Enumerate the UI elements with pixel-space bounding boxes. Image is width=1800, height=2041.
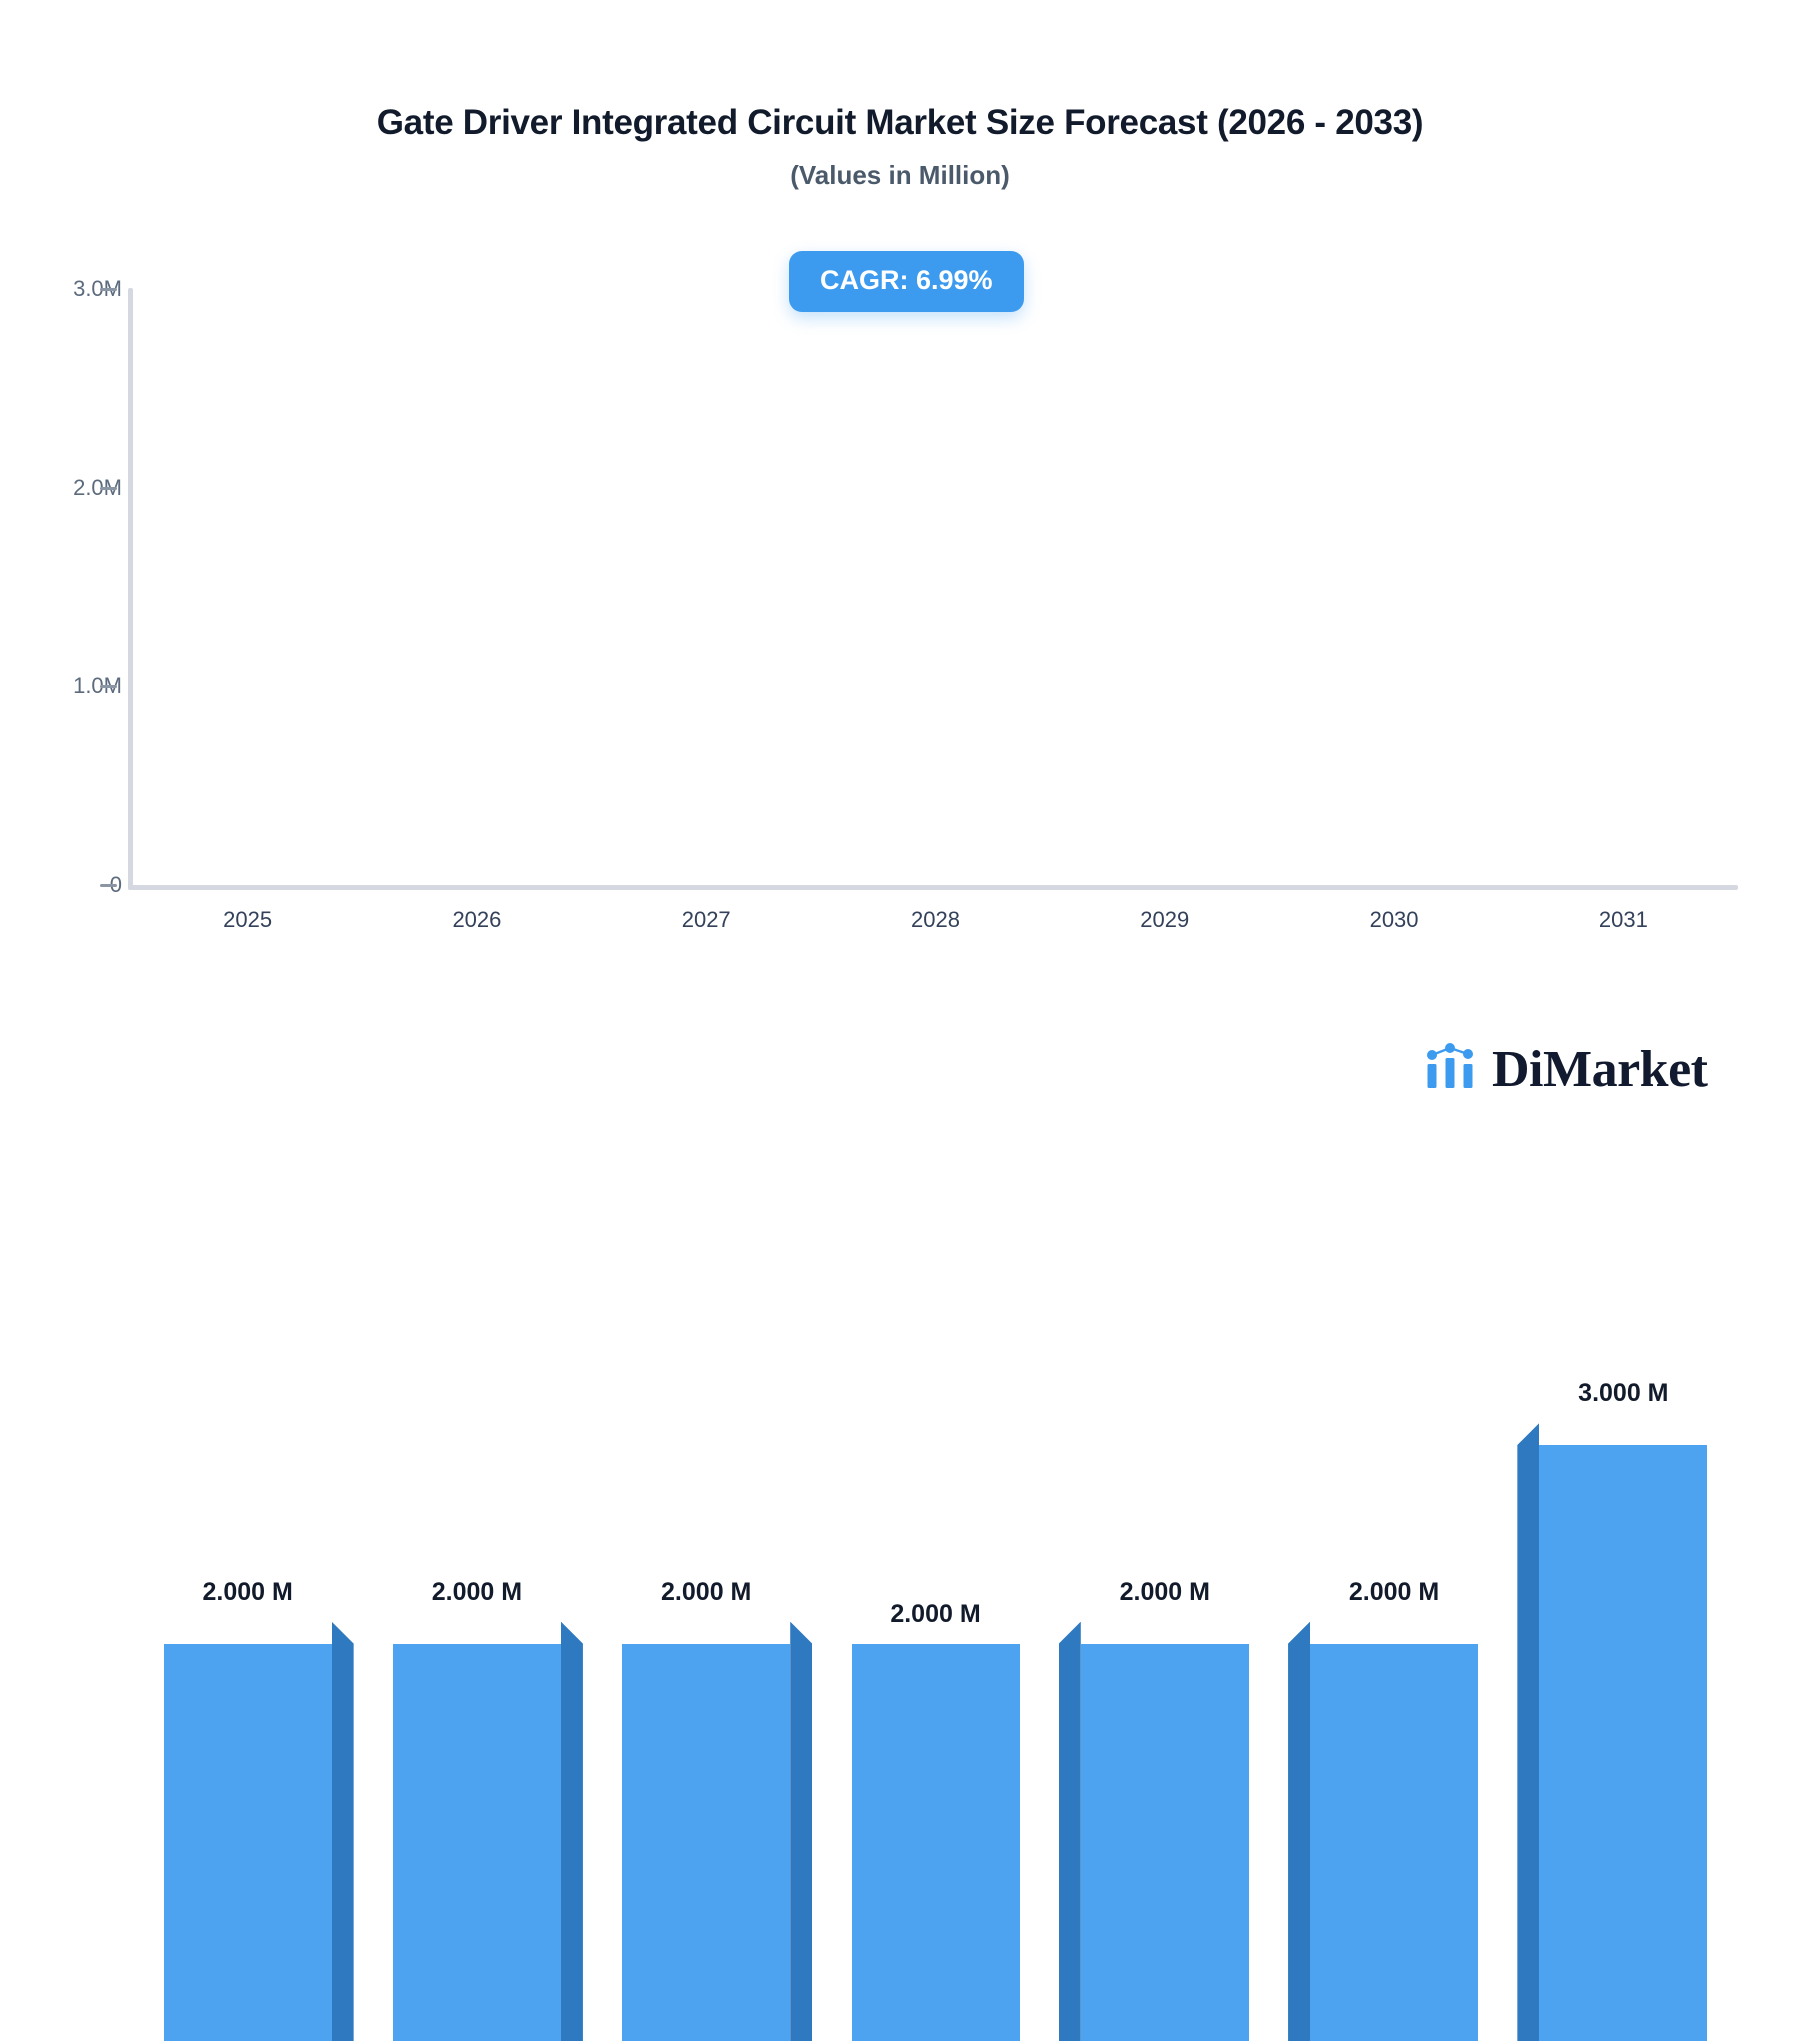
bar-value-label: 2.000 M (202, 1577, 293, 1606)
chart-subtitle: (Values in Million) (790, 159, 1010, 190)
bar-front-face (622, 1643, 791, 2041)
x-axis-tick-label: 2025 (223, 907, 273, 932)
bar-front-face (392, 1643, 561, 2041)
x-axis-line (128, 885, 1738, 890)
bar-side-face (560, 1621, 583, 2041)
chart-header: Gate Driver Integrated Circuit Market Si… (0, 0, 1800, 189)
x-axis-tick-label: 2026 (452, 907, 502, 932)
bar-value-label: 2.000 M (890, 1599, 981, 1628)
logo-text: DiMarket (1492, 1040, 1708, 1098)
bar-chart-icon (1424, 1040, 1478, 1099)
bar-side-face (1058, 1621, 1081, 2041)
x-axis-tick-label: 2031 (1598, 907, 1648, 932)
cagr-badge: CAGR: 6.99% (789, 251, 1024, 312)
bar-side-face (331, 1621, 354, 2041)
page-title: Gate Driver Integrated Circuit Market Si… (376, 103, 1424, 142)
bar-side-face (790, 1621, 813, 2041)
x-axis-tick-label: 2030 (1369, 907, 1419, 932)
y-axis-line (128, 288, 133, 890)
bar-front-face (163, 1643, 332, 2041)
chart-plot-area: 01.0M2.0M3.0M 20252026202720282029203020… (73, 276, 1738, 2041)
bar-value-label: 2.000 M (431, 1577, 523, 1606)
y-axis-tick-mark (100, 685, 117, 689)
bar-front-face (1539, 1445, 1708, 2041)
bar-front-face (1310, 1643, 1479, 2041)
bar-value-label: 2.000 M (1348, 1577, 1440, 1606)
brand-logo: DiMarket (1424, 1040, 1708, 1099)
y-axis-tick-mark (100, 486, 117, 490)
bar-value-label: 2.000 M (661, 1577, 752, 1606)
y-axis-tick-mark (100, 884, 117, 887)
x-axis-tick-label: 2028 (911, 907, 960, 932)
bar-side-face (1517, 1423, 1540, 2041)
x-axis-tick-label: 2029 (1140, 907, 1190, 932)
bar-front-face (1080, 1643, 1249, 2041)
bar-value-label: 3.000 M (1578, 1379, 1669, 1407)
y-axis-tick-mark (100, 288, 117, 291)
bar-front-face (851, 1643, 1020, 2041)
bar-value-label: 2.000 M (1119, 1577, 1210, 1606)
x-axis-tick-label: 2027 (681, 907, 731, 932)
bar-side-face (1288, 1621, 1311, 2041)
